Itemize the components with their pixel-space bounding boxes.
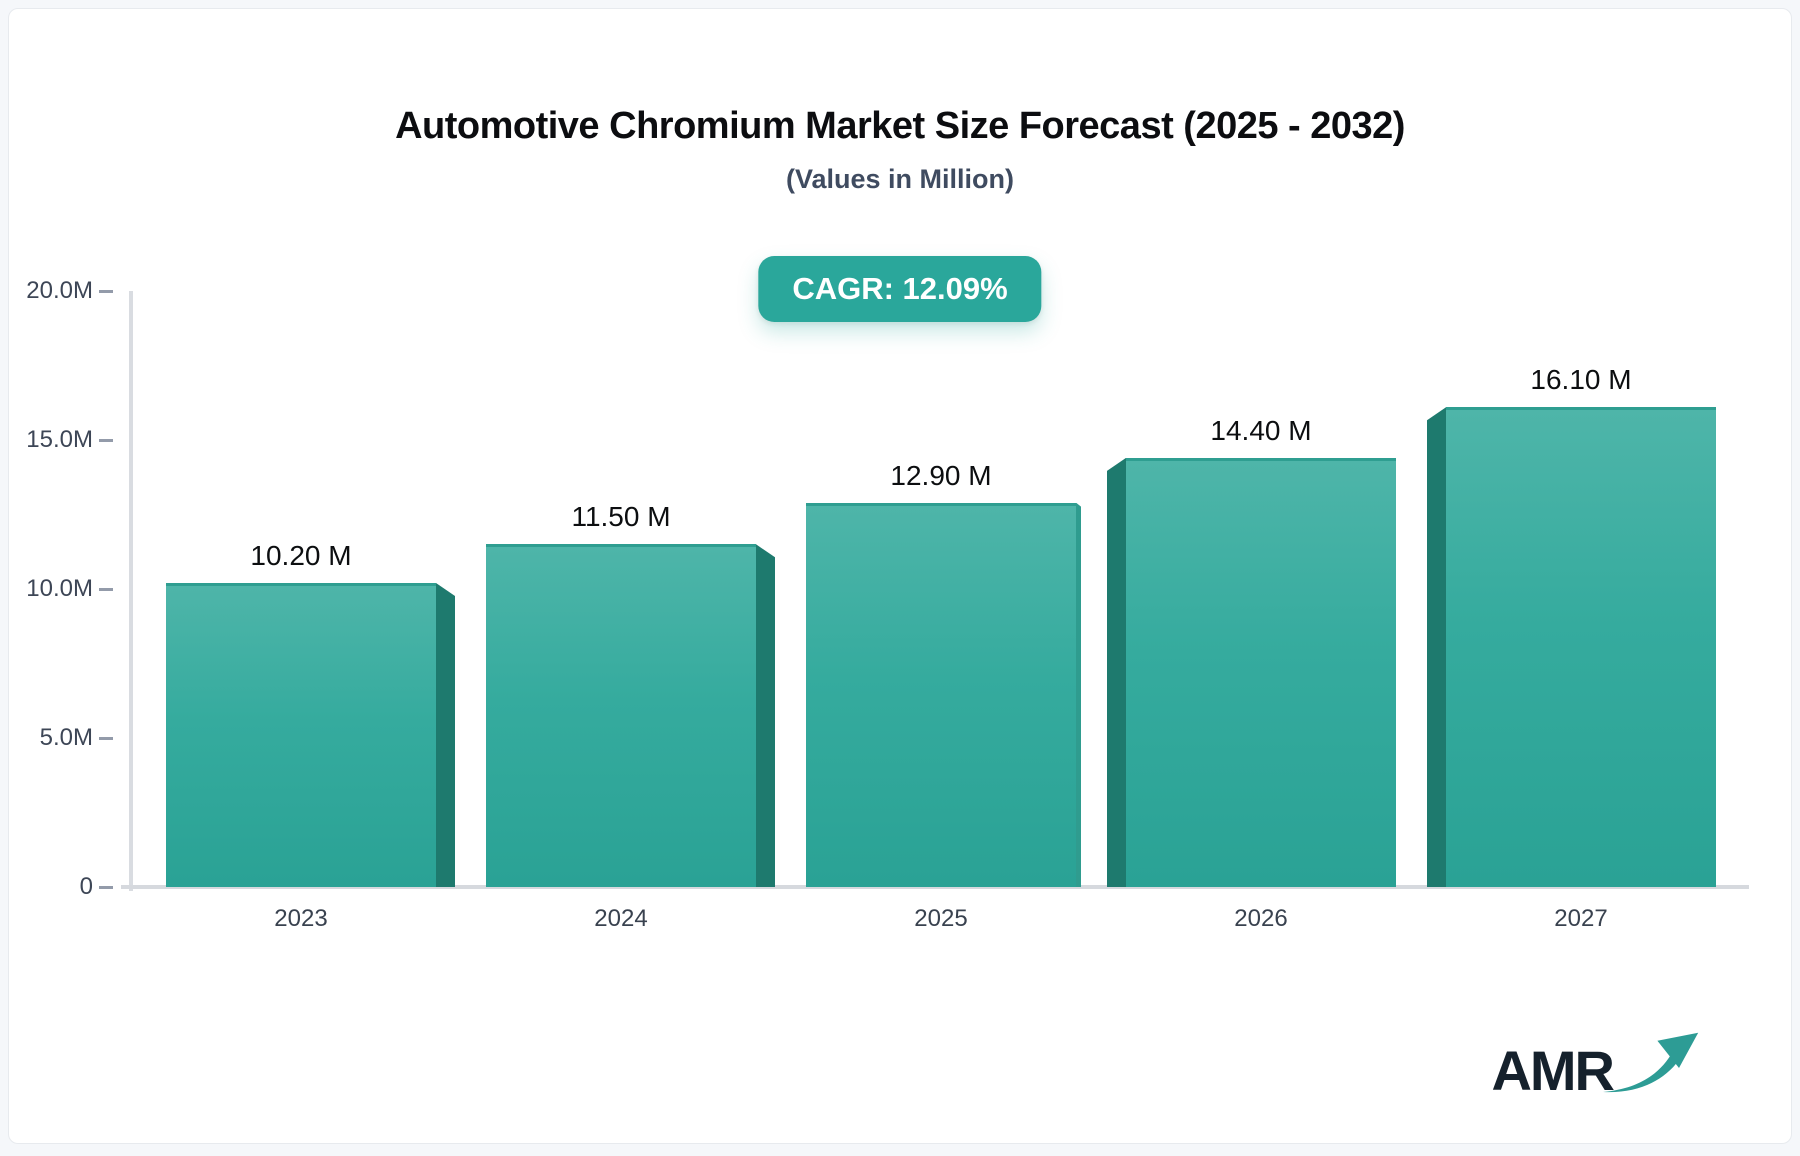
bar-value-label-2026: 14.40 M [1210, 414, 1312, 446]
amr-logo: AMR [1491, 1031, 1699, 1099]
chart-card: Automotive Chromium Market Size Forecast… [8, 8, 1792, 1144]
y-axis-tick [99, 886, 113, 889]
cagr-badge: CAGR: 12.09% [758, 256, 1042, 322]
bar-2023 [166, 583, 436, 887]
x-axis-label-2025: 2025 [914, 905, 968, 932]
bar-value-label-2024: 11.50 M [571, 501, 671, 533]
x-axis-label-2026: 2026 [1234, 905, 1288, 932]
bar-value-label-2025: 12.90 M [890, 459, 992, 491]
bar-chart: 20.0M 15.0M 10.0M 5.0M 0 10.20 M 2023 11.50 M 20… [9, 9, 1791, 1143]
y-axis-tick-label: 15.0M [26, 426, 93, 453]
chart-title: Automotive Chromium Market Size Forecast… [395, 105, 1405, 147]
y-axis-tick [99, 290, 113, 293]
y-axis-tick [99, 588, 113, 591]
x-axis-label-2024: 2024 [594, 905, 648, 932]
x-axis-label-2023: 2023 [274, 905, 328, 932]
bar-2026 [1126, 457, 1396, 887]
x-axis-label-2027: 2027 [1554, 905, 1608, 932]
bar-3d-side-2026 [1107, 457, 1126, 887]
logo-text: AMR [1491, 1039, 1615, 1102]
y-axis-tick-label: 0 [79, 873, 93, 900]
chart-subtitle: (Values in Million) [785, 164, 1015, 194]
y-axis-tick-label: 20.0M [26, 277, 93, 304]
bar-2027 [1446, 407, 1716, 887]
y-axis-tick [99, 439, 113, 442]
bar-value-label-2027: 16.10 M [1530, 364, 1632, 396]
y-axis-line [129, 291, 133, 891]
y-axis-tick-label: 10.0M [26, 575, 93, 602]
x-axis-line [121, 885, 1749, 889]
bar-3d-side-2027 [1427, 407, 1446, 887]
bar-3d-side-2024 [756, 544, 775, 887]
bar-3d-side-2025 [1076, 502, 1081, 887]
y-axis-tick-label: 5.0M [39, 724, 93, 751]
y-axis-tick [99, 737, 113, 740]
bar-value-label-2023: 10.20 M [250, 540, 352, 572]
bar-3d-side-2023 [436, 583, 455, 887]
bar-2024 [486, 544, 756, 887]
trending-up-arrow-icon [1603, 1032, 1699, 1093]
bar-2025 [806, 502, 1076, 887]
